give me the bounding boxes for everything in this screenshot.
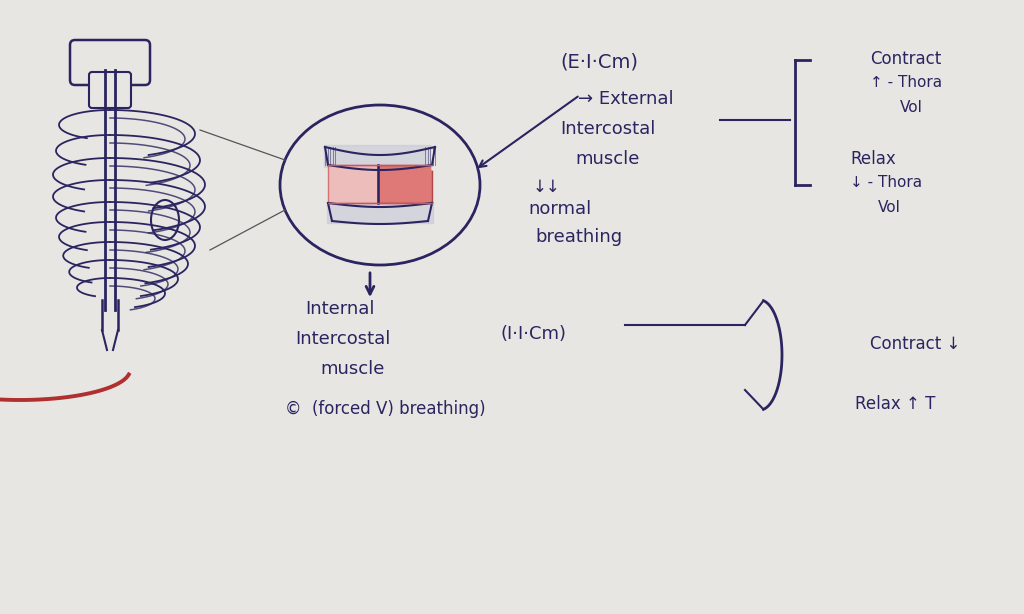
Text: (I·I·Cm): (I·I·Cm) [500, 325, 566, 343]
Text: ©  (forced V) breathing): © (forced V) breathing) [285, 400, 485, 418]
Text: Intercostal: Intercostal [295, 330, 390, 348]
FancyBboxPatch shape [89, 72, 131, 108]
Text: Vol: Vol [900, 100, 923, 115]
Text: Vol: Vol [878, 200, 901, 215]
Text: (E·I·Cm): (E·I·Cm) [560, 52, 638, 71]
Text: Contract ↓: Contract ↓ [870, 335, 961, 353]
Text: → External: → External [578, 90, 674, 108]
Text: ↓↓: ↓↓ [534, 178, 561, 196]
Bar [378, 165, 432, 203]
Text: Intercostal: Intercostal [560, 120, 655, 138]
Text: ↑ - Thora: ↑ - Thora [870, 75, 942, 90]
Text: normal: normal [528, 200, 591, 218]
FancyBboxPatch shape [70, 40, 150, 85]
Text: Internal: Internal [305, 300, 375, 318]
Text: muscle: muscle [575, 150, 639, 168]
Text: Relax ↑ T: Relax ↑ T [855, 395, 935, 413]
Text: breathing: breathing [535, 228, 623, 246]
Text: muscle: muscle [319, 360, 384, 378]
Bar [328, 165, 378, 203]
Text: Contract: Contract [870, 50, 941, 68]
Text: ↓ - Thora: ↓ - Thora [850, 175, 923, 190]
Text: Relax: Relax [850, 150, 896, 168]
Wedge shape [432, 140, 447, 170]
